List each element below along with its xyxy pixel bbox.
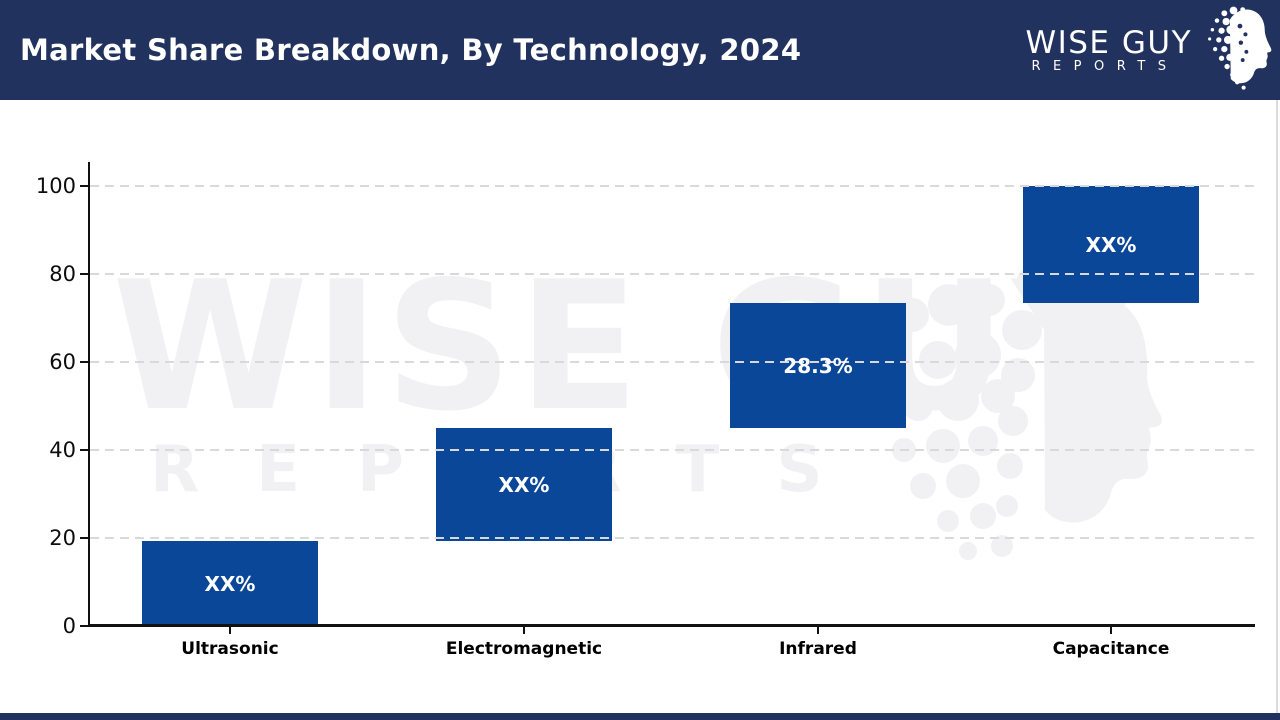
header: Market Share Breakdown, By Technology, 2… [0,0,1280,100]
y-tick-mark [80,361,88,363]
bar-value-label-infrared: 28.3% [783,353,853,378]
bar-value-label-capacitance: XX% [1085,232,1137,257]
watermark-head-icon [867,261,1162,560]
y-tick-mark [80,625,88,627]
bar-value-label-ultrasonic: XX% [204,571,256,596]
wise-guy-head-icon [1208,6,1272,90]
bar-capacitance [1023,186,1199,304]
y-tick-mark [80,273,88,275]
y-tick-label: 0 [62,614,76,638]
logo-sub-text: REPORTS [1031,59,1179,75]
x-category-label-capacitance: Capacitance [1052,639,1170,659]
y-tick-label: 100 [35,174,76,198]
brand-logo: WISE GUY REPORTS [1025,5,1280,95]
y-tick-label: 20 [49,526,76,550]
y-tick-mark [80,537,88,539]
y-tick-label: 80 [49,262,76,286]
x-tick-mark-ultrasonic [229,627,231,634]
gridline-20 [90,537,1254,539]
gridline-80 [90,273,1254,275]
x-tick-mark-infrared [817,627,819,634]
y-tick-label: 40 [49,438,76,462]
gridline-40 [90,449,1254,451]
x-tick-mark-capacitance [1110,627,1112,634]
logo-text: WISE GUY REPORTS [1025,26,1192,74]
bar-value-label-electromagnetic: XX% [498,472,550,497]
x-axis-line [88,624,1255,627]
page-title: Market Share Breakdown, By Technology, 2… [20,33,802,67]
gridline-100 [90,185,1254,187]
x-category-label-electromagnetic: Electromagnetic [445,639,603,659]
y-tick-mark [80,449,88,451]
footer-strip [0,713,1280,720]
x-tick-mark-electromagnetic [523,627,525,634]
bar-infrared [730,303,906,428]
x-category-label-infrared: Infrared [779,639,857,659]
y-tick-label: 60 [49,350,76,374]
gridline-60 [90,361,1254,363]
y-tick-mark [80,185,88,187]
y-axis-line [88,162,90,626]
plot-right-border [1276,100,1278,713]
x-category-label-ultrasonic: Ultrasonic [181,639,279,659]
bar-electromagnetic [436,428,612,542]
bar-ultrasonic [142,541,318,626]
logo-brand-text: WISE GUY [1025,24,1192,61]
